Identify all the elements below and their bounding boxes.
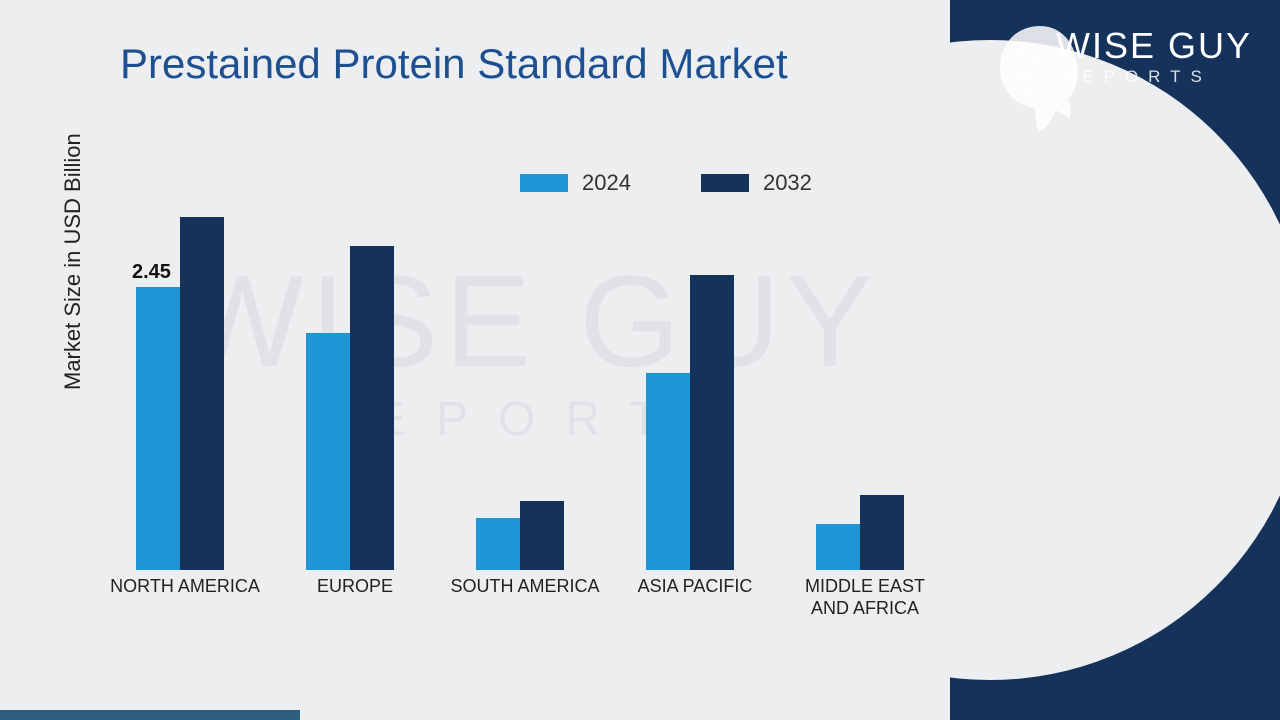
bar-series-b <box>860 495 904 570</box>
bottom-accent-bar <box>0 710 300 720</box>
bar-series-b <box>180 217 224 570</box>
legend: 2024 2032 <box>520 170 812 196</box>
plot-area: 2.45 <box>100 200 940 570</box>
brand-logo: WISE GUY REPORTS <box>1056 28 1252 85</box>
bar-series-a <box>816 524 860 570</box>
legend-item-2032: 2032 <box>701 170 812 196</box>
chart-canvas: WISE GUY REPORTS WISE GUY REPORTS Presta… <box>0 0 1280 720</box>
logo-line2: REPORTS <box>1056 68 1252 85</box>
x-axis-category-label: SOUTH AMERICA <box>450 576 600 598</box>
logo-line1: WISE GUY <box>1056 28 1252 64</box>
x-axis-category-label: MIDDLE EAST AND AFRICA <box>790 576 940 619</box>
bar-value-label: 2.45 <box>132 261 171 284</box>
x-axis-category-label: NORTH AMERICA <box>110 576 260 598</box>
y-axis-label: Market Size in USD Billion <box>60 133 86 390</box>
bar-chart: 2.45 <box>100 200 940 570</box>
bar-series-a <box>306 333 350 570</box>
x-axis-category-label: EUROPE <box>280 576 430 598</box>
chart-title: Prestained Protein Standard Market <box>120 40 788 88</box>
bar-series-b <box>520 501 564 570</box>
bar-series-b <box>690 275 734 570</box>
bar-series-a <box>476 518 520 570</box>
bar-series-a <box>646 373 690 570</box>
x-axis-category-label: ASIA PACIFIC <box>620 576 770 598</box>
bar-series-a: 2.45 <box>136 287 180 570</box>
legend-swatch-a <box>520 174 568 192</box>
legend-label-b: 2032 <box>763 170 812 196</box>
legend-swatch-b <box>701 174 749 192</box>
legend-label-a: 2024 <box>582 170 631 196</box>
legend-item-2024: 2024 <box>520 170 631 196</box>
bar-series-b <box>350 246 394 570</box>
